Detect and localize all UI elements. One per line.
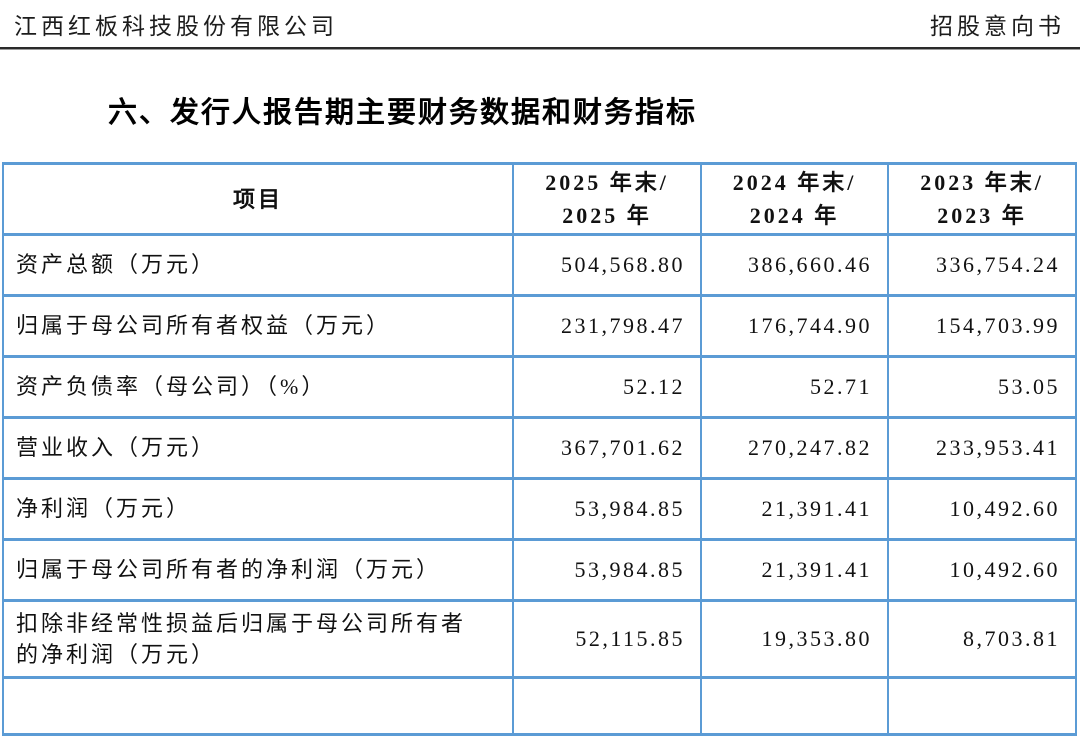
value-cell: 270,247.82 xyxy=(700,416,889,480)
value-cell xyxy=(887,676,1077,736)
period-column-header-2023: 2023 年末/ 2023 年 xyxy=(887,162,1077,236)
table-row-debt-ratio: 资产负债率（母公司）（%） 52.12 52.71 53.05 xyxy=(2,355,1077,419)
row-label-cell: 扣除非经常性损益后归属于母公司所有者 的净利润（万元） xyxy=(2,598,514,680)
row-label-cell: 资产总额（万元） xyxy=(2,233,514,297)
value-cell: 10,492.60 xyxy=(887,477,1077,541)
value-cell: 52,115.85 xyxy=(512,598,702,680)
row-label-cell: 净利润（万元） xyxy=(2,477,514,541)
row-label-cell: 归属于母公司所有者权益（万元） xyxy=(2,294,514,358)
period-header-line1: 2023 年末/ xyxy=(920,170,1044,195)
period-header-line2: 2025 年 xyxy=(562,203,652,228)
value-cell: 53.05 xyxy=(887,355,1077,419)
value-cell: 386,660.46 xyxy=(700,233,889,297)
row-label-cell: 归属于母公司所有者的净利润（万元） xyxy=(2,538,514,602)
table-row-parent-equity: 归属于母公司所有者权益（万元） 231,798.47 176,744.90 15… xyxy=(2,294,1077,358)
value-cell: 154,703.99 xyxy=(887,294,1077,358)
table-row-total-assets: 资产总额（万元） 504,568.80 386,660.46 336,754.2… xyxy=(2,233,1077,297)
period-column-header-2024: 2024 年末/ 2024 年 xyxy=(700,162,889,236)
value-cell: 52.12 xyxy=(512,355,702,419)
period-header-line1: 2025 年末/ xyxy=(545,170,669,195)
table-row-deducted-net-profit: 扣除非经常性损益后归属于母公司所有者 的净利润（万元） 52,115.85 19… xyxy=(2,598,1077,680)
item-column-header: 项目 xyxy=(2,162,514,236)
table-header-row: 项目 2025 年末/ 2025 年 2024 年末/ 2024 年 2023 … xyxy=(2,162,1077,236)
doc-type-label: 招股意向书 xyxy=(930,14,1065,39)
company-name: 江西红板科技股份有限公司 xyxy=(14,14,338,39)
table-row-partial xyxy=(2,676,1077,736)
row-label-cell: 资产负债率（母公司）（%） xyxy=(2,355,514,419)
row-label-cell: 营业收入（万元） xyxy=(2,416,514,480)
value-cell: 21,391.41 xyxy=(700,477,889,541)
value-cell: 504,568.80 xyxy=(512,233,702,297)
value-cell: 53,984.85 xyxy=(512,538,702,602)
value-cell: 176,744.90 xyxy=(700,294,889,358)
value-cell: 367,701.62 xyxy=(512,416,702,480)
page-header: 江西红板科技股份有限公司 招股意向书 xyxy=(0,0,1080,49)
value-cell: 231,798.47 xyxy=(512,294,702,358)
table-row-parent-net-profit: 归属于母公司所有者的净利润（万元） 53,984.85 21,391.41 10… xyxy=(2,538,1077,602)
value-cell: 336,754.24 xyxy=(887,233,1077,297)
period-column-header-2025: 2025 年末/ 2025 年 xyxy=(512,162,702,236)
period-header-line1: 2024 年末/ xyxy=(732,170,857,195)
period-header-line2: 2024 年 xyxy=(749,203,840,228)
value-cell xyxy=(512,676,702,736)
period-header-line2: 2023 年 xyxy=(937,203,1027,228)
table-row-revenue: 营业收入（万元） 367,701.62 270,247.82 233,953.4… xyxy=(2,416,1077,480)
table-row-net-profit: 净利润（万元） 53,984.85 21,391.41 10,492.60 xyxy=(2,477,1077,541)
value-cell: 8,703.81 xyxy=(887,598,1077,680)
section-title: 六、发行人报告期主要财务数据和财务指标 xyxy=(108,97,698,129)
value-cell: 21,391.41 xyxy=(700,538,889,602)
financial-table: 项目 2025 年末/ 2025 年 2024 年末/ 2024 年 2023 … xyxy=(2,162,1077,736)
value-cell: 19,353.80 xyxy=(700,598,889,680)
value-cell: 10,492.60 xyxy=(887,538,1077,602)
value-cell xyxy=(700,676,889,736)
value-cell: 53,984.85 xyxy=(512,477,702,541)
value-cell: 52.71 xyxy=(700,355,889,419)
row-label-cell xyxy=(2,676,514,736)
value-cell: 233,953.41 xyxy=(887,416,1077,480)
